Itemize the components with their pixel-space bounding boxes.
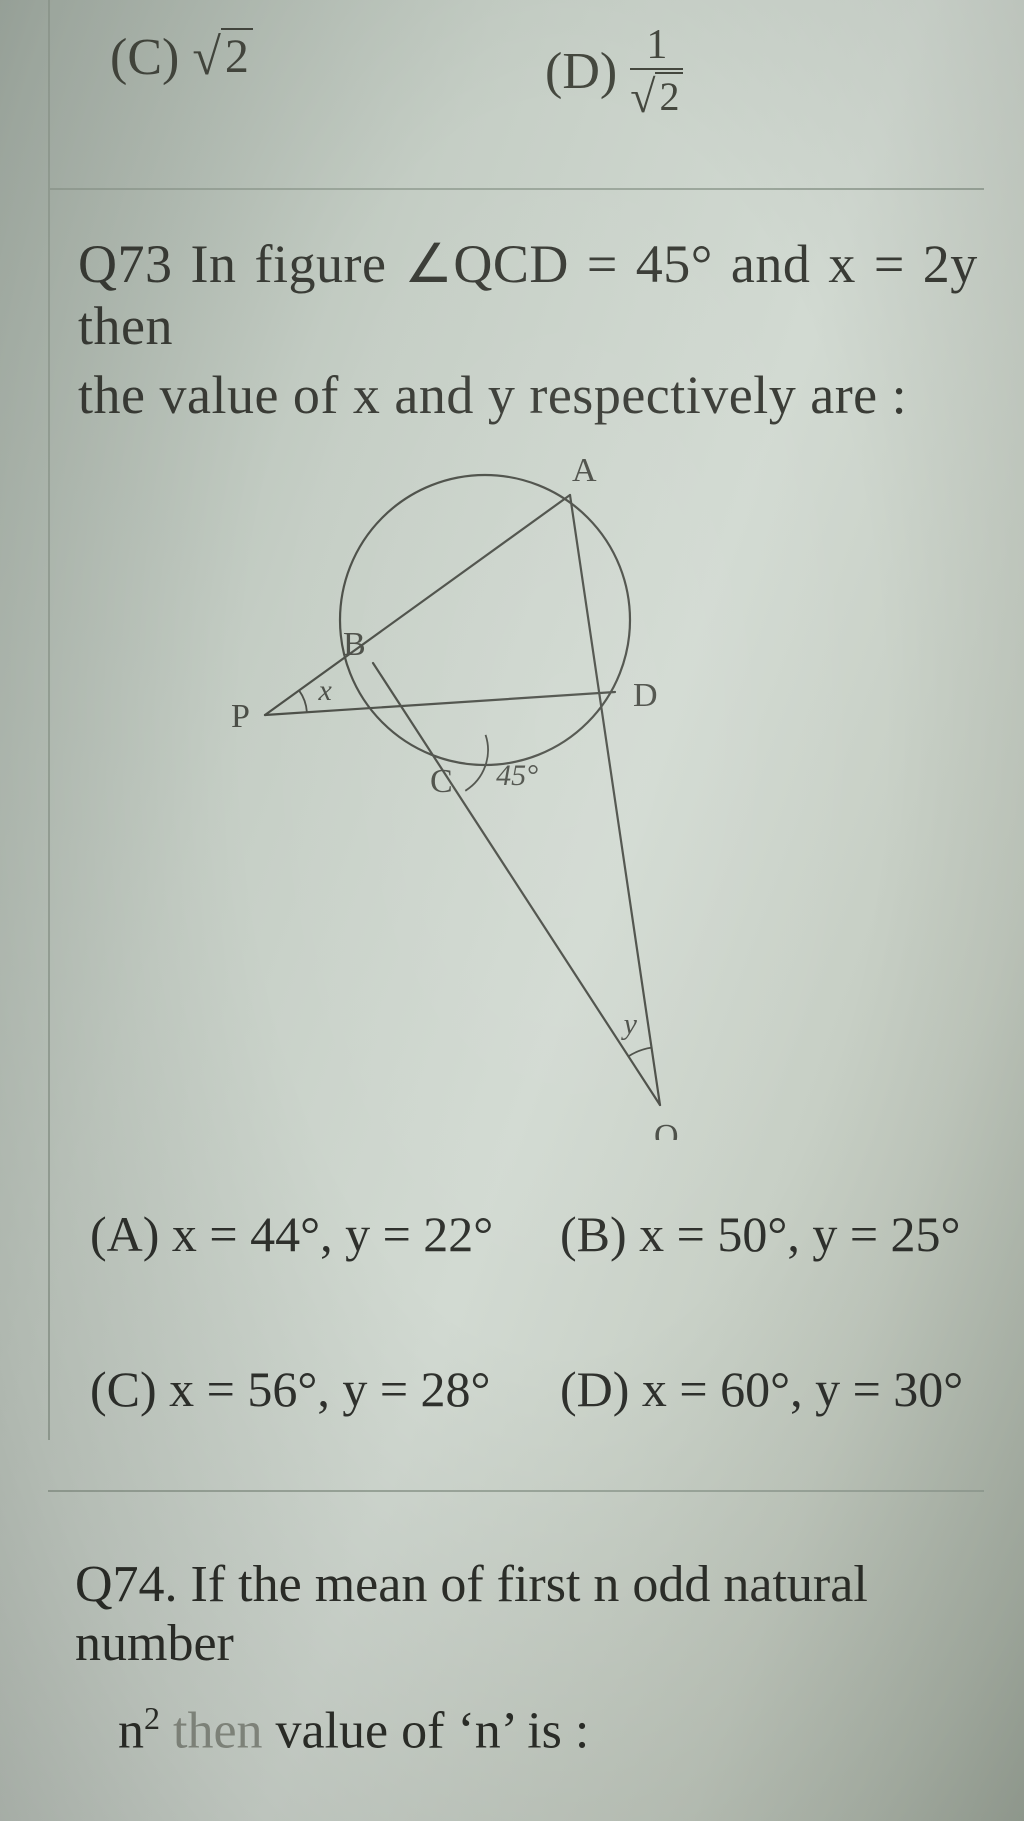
prev-question-option-d: (D) 1 √2	[545, 28, 683, 124]
q73-figure: x 45° y A B C D P Q	[200, 440, 840, 1140]
svg-text:x: x	[318, 674, 333, 707]
q74-n-label: n	[118, 1702, 144, 1759]
svg-text:D: D	[633, 677, 658, 714]
svg-text:Q: Q	[654, 1118, 679, 1140]
svg-text:y: y	[621, 1007, 638, 1040]
svg-text:A: A	[572, 452, 597, 489]
q74-tail: value of ‘n’ is :	[276, 1702, 590, 1759]
q73-text-line1: Q73 In figure ∠QCD = 45° and x = 2y then	[78, 232, 1024, 357]
margin-rule-left	[48, 0, 50, 1440]
q73-option-c: (C) x = 56°, y = 28°	[90, 1360, 491, 1418]
q74-n-sup: 2	[144, 1700, 160, 1736]
fraction: 1 √2	[630, 24, 683, 120]
svg-text:45°: 45°	[496, 759, 538, 792]
fraction-denominator: √2	[630, 70, 683, 120]
option-c-label: (C)	[110, 29, 179, 86]
q74-text: Q74. If the mean of first n odd natural …	[75, 1555, 984, 1673]
svg-text:C: C	[430, 763, 453, 800]
horizontal-rule-2	[48, 1490, 984, 1492]
prev-question-option-c: (C) √2	[110, 28, 253, 87]
horizontal-rule-1	[48, 188, 984, 190]
q73-option-d: (D) x = 60°, y = 30°	[560, 1360, 963, 1418]
q73-option-a: (A) x = 44°, y = 22°	[90, 1205, 493, 1263]
svg-text:B: B	[343, 626, 366, 663]
sqrt-arg: 2	[221, 28, 253, 83]
q74-fragment: n2 then value of ‘n’ is :	[118, 1700, 589, 1760]
option-d-label: (D)	[545, 43, 617, 100]
q73-text-line2: the value of x and y respectively are :	[78, 364, 907, 426]
geometry-svg: x 45° y A B C D P Q	[200, 440, 840, 1140]
fraction-numerator: 1	[630, 24, 683, 70]
q74-faded-prefix: then	[173, 1702, 276, 1759]
q73-option-b: (B) x = 50°, y = 25°	[560, 1205, 961, 1263]
svg-text:P: P	[231, 698, 250, 735]
sqrt-expression: √2	[192, 28, 253, 87]
